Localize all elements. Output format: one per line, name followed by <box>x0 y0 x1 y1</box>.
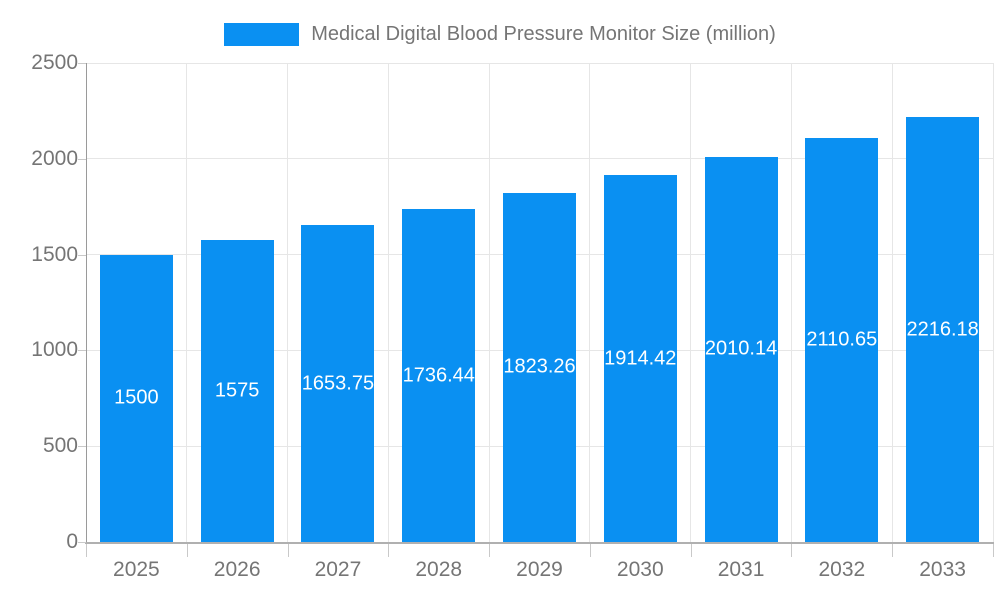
bar-value-label: 2110.65 <box>806 328 878 351</box>
bar[interactable] <box>200 240 274 542</box>
x-axis-tick <box>86 544 87 557</box>
bar[interactable] <box>906 117 980 542</box>
x-axis-tick <box>186 544 188 557</box>
y-axis-tick-label: 2500 <box>31 51 78 74</box>
bar[interactable] <box>402 209 476 542</box>
x-axis-tick <box>388 544 390 557</box>
gridline-horizontal <box>86 62 993 64</box>
x-axis-tick <box>892 544 894 557</box>
x-axis-tick <box>690 544 692 557</box>
bar[interactable] <box>603 175 677 542</box>
bar-value-label: 1736.44 <box>402 364 475 387</box>
y-axis-tick <box>78 158 86 160</box>
legend-swatch <box>224 22 300 46</box>
gridline-vertical <box>690 63 692 542</box>
bar[interactable] <box>704 156 778 542</box>
gridline-vertical <box>387 63 389 542</box>
x-axis-tick-label: 2028 <box>415 558 463 581</box>
bar[interactable] <box>99 254 173 542</box>
y-axis-tick-label: 1000 <box>31 338 78 362</box>
x-axis-tick-label: 2029 <box>516 558 563 581</box>
legend: Medical Digital Blood Pressure Monitor S… <box>0 19 1000 49</box>
bar-value-label: 1653.75 <box>301 372 375 395</box>
gridline-vertical <box>287 63 289 542</box>
y-axis-tick <box>78 446 86 448</box>
x-axis-tick <box>489 544 491 557</box>
y-axis-tick <box>78 350 86 352</box>
bar-value-label: 2216.18 <box>906 318 979 341</box>
bar-value-label: 1914.42 <box>604 347 677 370</box>
x-axis-line <box>85 542 994 544</box>
x-axis-tick-label: 2026 <box>213 558 261 581</box>
y-axis-tick <box>78 542 86 543</box>
y-axis-tick <box>78 63 86 64</box>
bar-value-label: 1823.26 <box>503 355 576 378</box>
x-axis-tick <box>993 544 994 557</box>
gridline-vertical <box>589 63 591 542</box>
bar[interactable] <box>301 225 375 542</box>
x-axis-tick <box>791 544 793 557</box>
bar-value-label: 1500 <box>114 386 159 409</box>
x-axis-tick <box>287 544 289 557</box>
x-axis-tick-label: 2027 <box>314 558 362 581</box>
y-axis-tick-label: 2000 <box>31 146 78 170</box>
y-axis-tick <box>78 254 86 256</box>
bar-value-label: 2010.14 <box>704 337 778 360</box>
bar-value-label: 1575 <box>214 379 260 402</box>
gridline-horizontal <box>86 158 993 160</box>
bar[interactable] <box>503 192 576 542</box>
gridline-vertical <box>790 63 792 542</box>
y-axis-tick-label: 500 <box>42 434 78 458</box>
y-axis-tick-label: 0 <box>66 530 78 553</box>
x-axis-tick <box>589 544 591 557</box>
x-axis-tick-label: 2031 <box>717 558 765 581</box>
y-axis-tick-label: 1500 <box>31 242 78 266</box>
gridline-vertical <box>992 63 994 542</box>
plot-area: 1500 1575 1653.75 1736.44 1823.26 1914.42 2010… <box>86 62 994 542</box>
y-axis-line <box>86 63 87 542</box>
x-axis-tick-label: 2030 <box>616 558 664 581</box>
bar[interactable] <box>805 137 879 542</box>
x-axis-tick-label: 2025 <box>113 558 160 581</box>
legend-label: Medical Digital Blood Pressure Monitor S… <box>311 22 776 45</box>
gridline-vertical <box>186 63 188 542</box>
gridline-vertical <box>488 63 490 542</box>
x-axis-tick-label: 2032 <box>818 558 866 581</box>
gridline-vertical <box>891 63 893 542</box>
x-axis-tick-label: 2033 <box>919 558 966 581</box>
